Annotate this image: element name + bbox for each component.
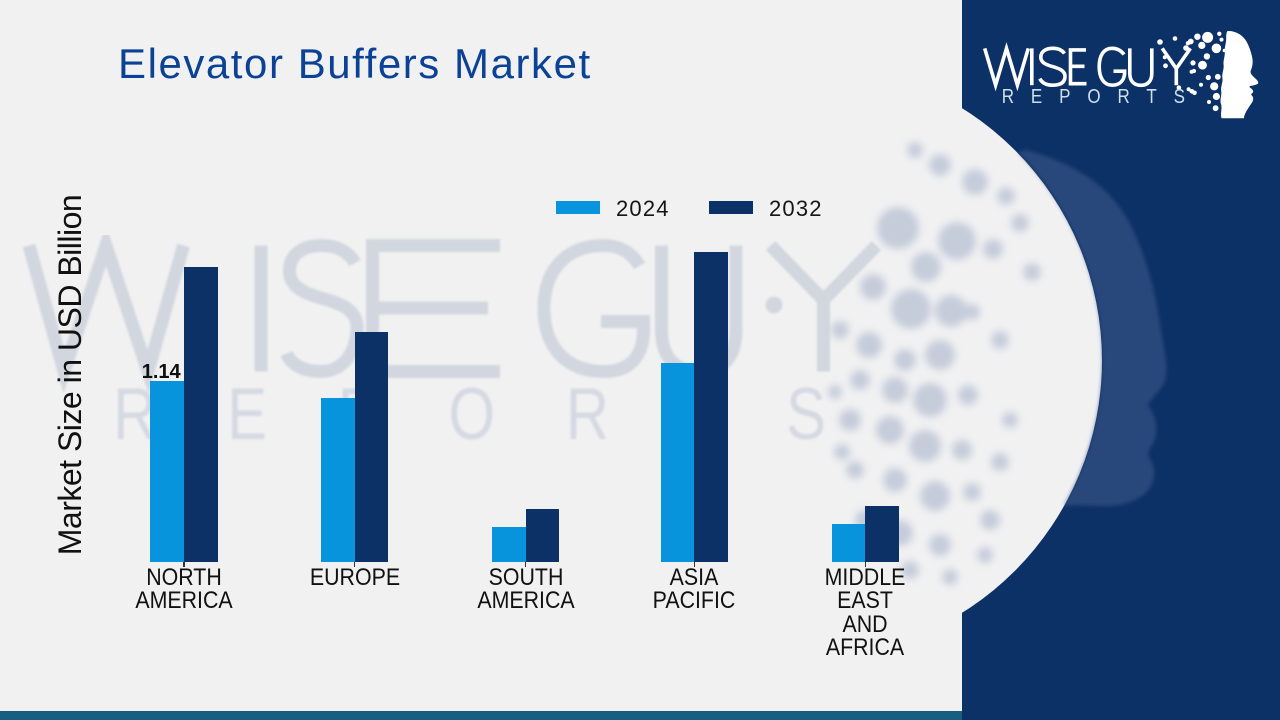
svg-text:REPORTS: REPORTS [1002, 85, 1202, 108]
